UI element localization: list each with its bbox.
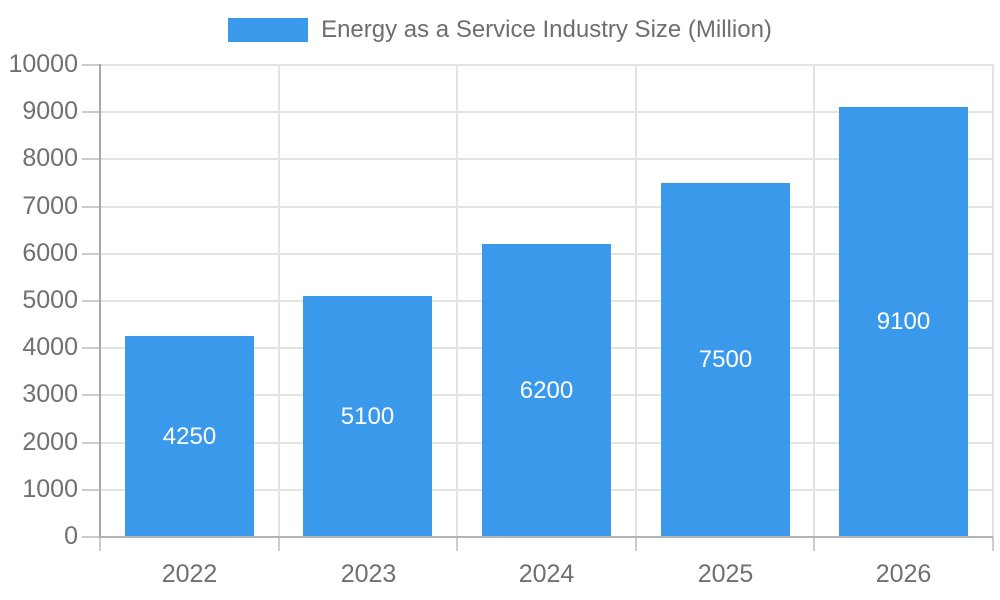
- bar-value-label: 5100: [340, 402, 395, 430]
- x-tick-label: 2025: [697, 560, 754, 588]
- legend-swatch[interactable]: [228, 18, 309, 42]
- x-gridline: [635, 65, 637, 537]
- y-tick-label: 10000: [8, 50, 78, 78]
- bar-2026[interactable]: 9100: [839, 107, 968, 537]
- y-tick-label: 9000: [22, 97, 78, 126]
- x-tick: [99, 537, 101, 551]
- y-tick: [82, 394, 100, 397]
- y-gridline: [100, 111, 993, 114]
- y-tick-label: 4000: [22, 333, 78, 362]
- y-tick-label: 1000: [22, 474, 78, 503]
- bar-value-label: 4250: [162, 422, 217, 450]
- x-tick-label: 2023: [340, 560, 397, 588]
- y-gridline: [100, 64, 993, 66]
- y-tick-label: 2000: [22, 427, 78, 456]
- y-tick: [82, 205, 100, 208]
- bar-value-label: 9100: [876, 308, 931, 335]
- y-tick: [82, 111, 100, 114]
- bar-2023[interactable]: 5100: [303, 296, 432, 537]
- plot-area: 4250 5100 6200 7500 9100: [100, 64, 994, 537]
- y-gridline: [100, 205, 993, 208]
- x-tick: [992, 537, 994, 551]
- x-tick-label: 2024: [518, 560, 575, 588]
- y-tick-label: 3000: [22, 380, 78, 409]
- y-tick: [82, 441, 100, 444]
- y-tick-label: 6000: [22, 238, 78, 267]
- y-axis-line: [99, 64, 101, 538]
- y-tick-label: 8000: [22, 144, 78, 173]
- x-tick: [813, 537, 815, 551]
- y-tick: [82, 536, 100, 538]
- y-tick: [82, 300, 100, 302]
- legend-label[interactable]: Energy as a Service Industry Size (Milli…: [321, 16, 772, 43]
- bar-2025[interactable]: 7500: [661, 183, 790, 537]
- x-tick: [635, 537, 637, 551]
- x-tick: [456, 537, 458, 551]
- y-tick: [82, 347, 100, 350]
- y-tick-label: 7000: [22, 191, 78, 220]
- bar-value-label: 6200: [519, 376, 574, 404]
- x-gridline: [992, 65, 994, 537]
- legend[interactable]: Energy as a Service Industry Size (Milli…: [0, 16, 1000, 44]
- bar-2022[interactable]: 4250: [125, 336, 254, 537]
- y-tick: [82, 252, 100, 255]
- x-gridline: [278, 65, 280, 537]
- y-tick-label: 5000: [22, 286, 78, 314]
- x-tick-label: 2026: [875, 560, 932, 588]
- y-tick: [82, 64, 100, 66]
- bar-2024[interactable]: 6200: [482, 244, 611, 537]
- x-axis-line: [99, 536, 993, 538]
- x-tick: [278, 537, 280, 551]
- y-tick: [82, 488, 100, 491]
- bar-value-label: 7500: [698, 346, 753, 373]
- y-gridline: [100, 158, 993, 161]
- y-tick: [82, 158, 100, 161]
- x-gridline: [456, 65, 458, 537]
- y-tick-label: 0: [64, 522, 78, 550]
- x-tick-label: 2022: [161, 560, 218, 588]
- x-gridline: [813, 65, 815, 537]
